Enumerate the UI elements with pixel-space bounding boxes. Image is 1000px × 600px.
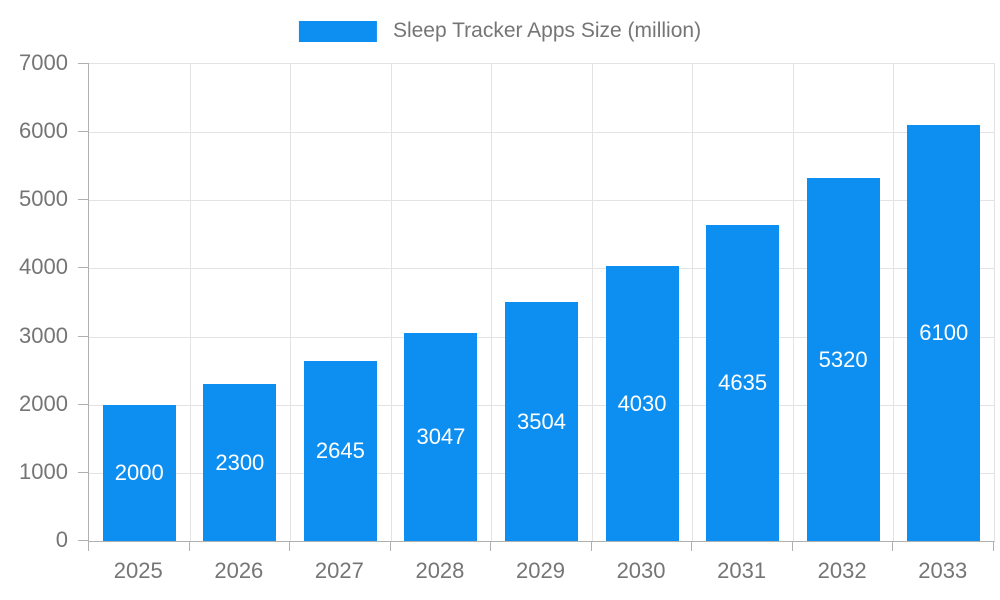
x-axis-label: 2030 (616, 558, 666, 583)
y-axis-label: 3000 (19, 322, 68, 348)
x-axis-label: 2031 (717, 558, 767, 583)
x-axis-tick (892, 541, 894, 551)
bar-value-label: 6100 (919, 320, 969, 346)
plot-area: 2000 2300 2645 3047 3504 4030 4635 5320 6100 (88, 63, 995, 542)
x-axis-label: 2029 (516, 558, 565, 583)
x-axis-label: 2033 (918, 558, 968, 583)
bar-value-label: 2645 (315, 437, 365, 463)
x-axis-tick (791, 541, 793, 551)
gridline-vertical (390, 64, 392, 541)
y-axis-label: 5000 (19, 186, 68, 212)
gridline-vertical (491, 64, 493, 541)
bar[interactable]: 3047 (404, 333, 478, 541)
gridline-vertical (893, 64, 895, 541)
y-axis-tick (78, 471, 89, 473)
bar-value-label: 3047 (416, 424, 466, 450)
gridline-horizontal (89, 268, 994, 270)
bar-value-label: 5320 (818, 346, 868, 372)
x-axis-label: 2025 (113, 558, 163, 583)
bar[interactable]: 6100 (907, 125, 981, 541)
bar[interactable]: 2000 (102, 404, 176, 541)
x-axis-label: 2028 (415, 558, 465, 583)
x-axis-tick (993, 541, 994, 551)
gridline-horizontal (89, 200, 994, 202)
legend-label: Sleep Tracker Apps Size (million) (392, 19, 702, 42)
y-axis-tick (78, 403, 89, 405)
y-axis-tick (78, 199, 89, 201)
y-axis-label: 7000 (19, 50, 68, 75)
y-axis-tick (78, 63, 89, 64)
bar[interactable]: 2300 (203, 384, 277, 541)
bar[interactable]: 4635 (706, 225, 780, 541)
gridline-vertical (692, 64, 694, 541)
bar-value-label: 4030 (617, 390, 667, 416)
gridline-vertical (290, 64, 292, 541)
bar[interactable]: 2645 (303, 360, 377, 541)
y-axis-label: 0 (55, 527, 68, 552)
x-axis-label: 2026 (214, 558, 264, 583)
bar[interactable]: 3504 (505, 302, 578, 541)
x-axis-tick (691, 541, 693, 551)
x-axis-tick (289, 541, 291, 551)
x-axis-tick (490, 541, 492, 551)
x-axis-label: 2027 (314, 558, 364, 583)
y-axis-label: 2000 (19, 390, 68, 416)
x-axis-tick (188, 541, 190, 551)
x-axis-label: 2032 (817, 558, 867, 583)
x-axis-tick (389, 541, 391, 551)
bar[interactable]: 5320 (806, 178, 880, 541)
legend-item[interactable]: Sleep Tracker Apps Size (million) (298, 19, 702, 43)
y-axis-label: 6000 (19, 118, 68, 144)
y-axis-label: 4000 (19, 254, 68, 280)
y-axis-tick (78, 335, 89, 337)
bar-value-label: 2000 (114, 459, 164, 485)
legend-swatch (298, 20, 377, 42)
gridline-vertical (591, 64, 593, 541)
x-axis-tick (88, 541, 89, 551)
bar-value-label: 2300 (215, 449, 265, 475)
y-axis-label: 1000 (19, 458, 68, 484)
x-axis-tick (590, 541, 592, 551)
y-axis-tick (78, 131, 89, 133)
y-axis-tick (78, 540, 89, 541)
y-axis-tick (78, 267, 89, 269)
gridline-vertical (792, 64, 794, 541)
gridline-horizontal (89, 132, 994, 134)
gridline-vertical (189, 64, 191, 541)
bar-value-label: 3504 (517, 408, 566, 434)
bar-value-label: 4635 (718, 370, 768, 396)
bar[interactable]: 4030 (605, 266, 679, 541)
